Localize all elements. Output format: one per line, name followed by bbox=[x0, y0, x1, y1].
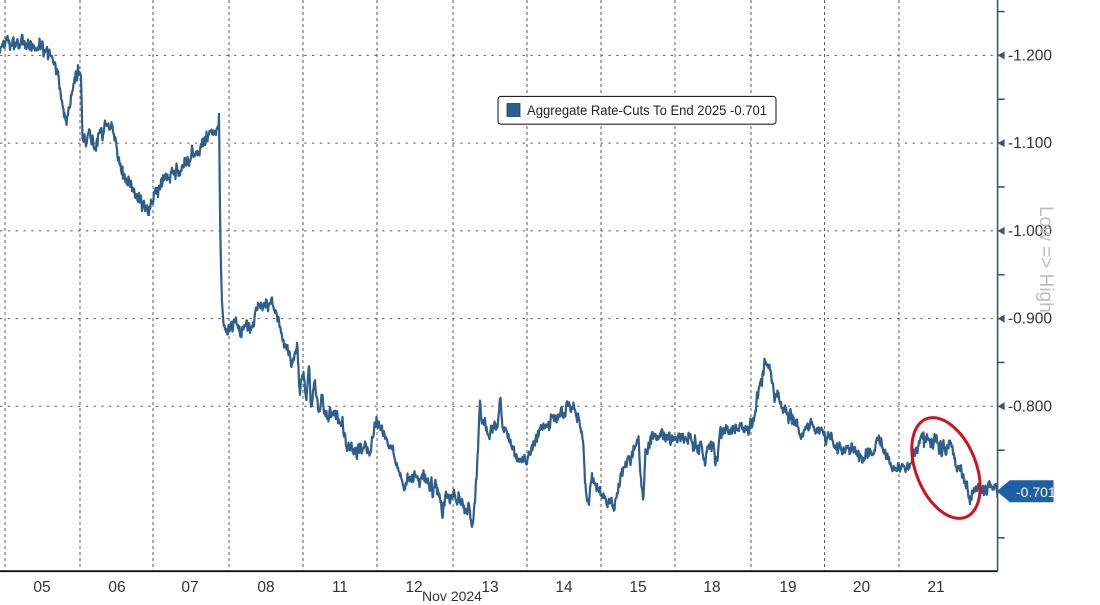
svg-text:13: 13 bbox=[481, 579, 498, 596]
svg-text:-0.800: -0.800 bbox=[1008, 398, 1052, 415]
svg-text:08: 08 bbox=[257, 579, 274, 596]
svg-text:-0.701: -0.701 bbox=[1016, 484, 1056, 500]
svg-text:12: 12 bbox=[405, 579, 422, 596]
svg-text:14: 14 bbox=[555, 579, 573, 596]
svg-text:20: 20 bbox=[853, 579, 871, 596]
svg-text:-1.100: -1.100 bbox=[1008, 135, 1052, 152]
svg-text:18: 18 bbox=[703, 579, 720, 596]
svg-text:15: 15 bbox=[629, 579, 646, 596]
svg-text:21: 21 bbox=[927, 579, 944, 596]
svg-text:-0.900: -0.900 bbox=[1008, 311, 1052, 328]
svg-text:05: 05 bbox=[33, 579, 50, 596]
svg-text:06: 06 bbox=[108, 579, 125, 596]
svg-text:07: 07 bbox=[181, 579, 198, 596]
svg-text:11: 11 bbox=[332, 579, 348, 596]
svg-text:Aggregate Rate-Cuts To End 202: Aggregate Rate-Cuts To End 2025 -0.701 bbox=[527, 103, 767, 118]
svg-text:-1.200: -1.200 bbox=[1008, 48, 1052, 65]
svg-text:Nov 2024: Nov 2024 bbox=[422, 588, 482, 604]
svg-text:Low => High: Low => High bbox=[1035, 206, 1056, 313]
svg-text:19: 19 bbox=[779, 579, 796, 596]
